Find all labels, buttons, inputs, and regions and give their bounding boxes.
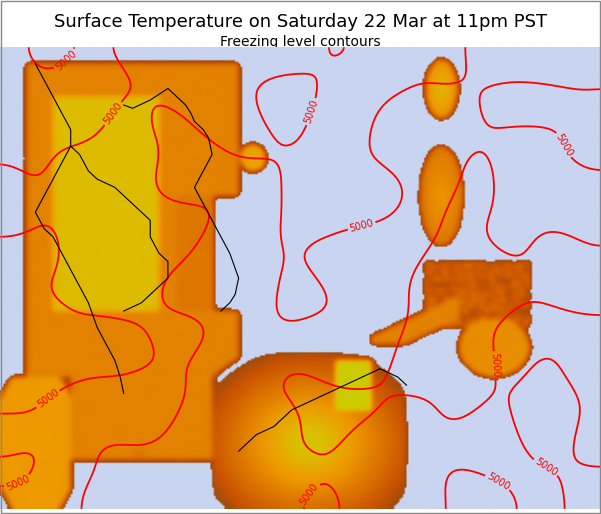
Text: 5000: 5000 [35, 388, 61, 410]
Text: Surface Temperature on Saturday 22 Mar at 11pm PST: Surface Temperature on Saturday 22 Mar a… [54, 13, 547, 31]
Text: 5000: 5000 [102, 101, 124, 126]
Text: 5000: 5000 [54, 48, 79, 72]
Text: 5000: 5000 [298, 481, 320, 507]
Text: 5000: 5000 [303, 99, 320, 125]
Text: 5000: 5000 [489, 353, 501, 378]
Text: Freezing level contours: Freezing level contours [220, 35, 381, 49]
Text: 5000: 5000 [4, 473, 31, 493]
Text: 5000: 5000 [554, 132, 575, 158]
Text: 5000: 5000 [349, 218, 375, 234]
Text: 5000: 5000 [532, 456, 559, 479]
Text: 5000: 5000 [485, 471, 511, 492]
